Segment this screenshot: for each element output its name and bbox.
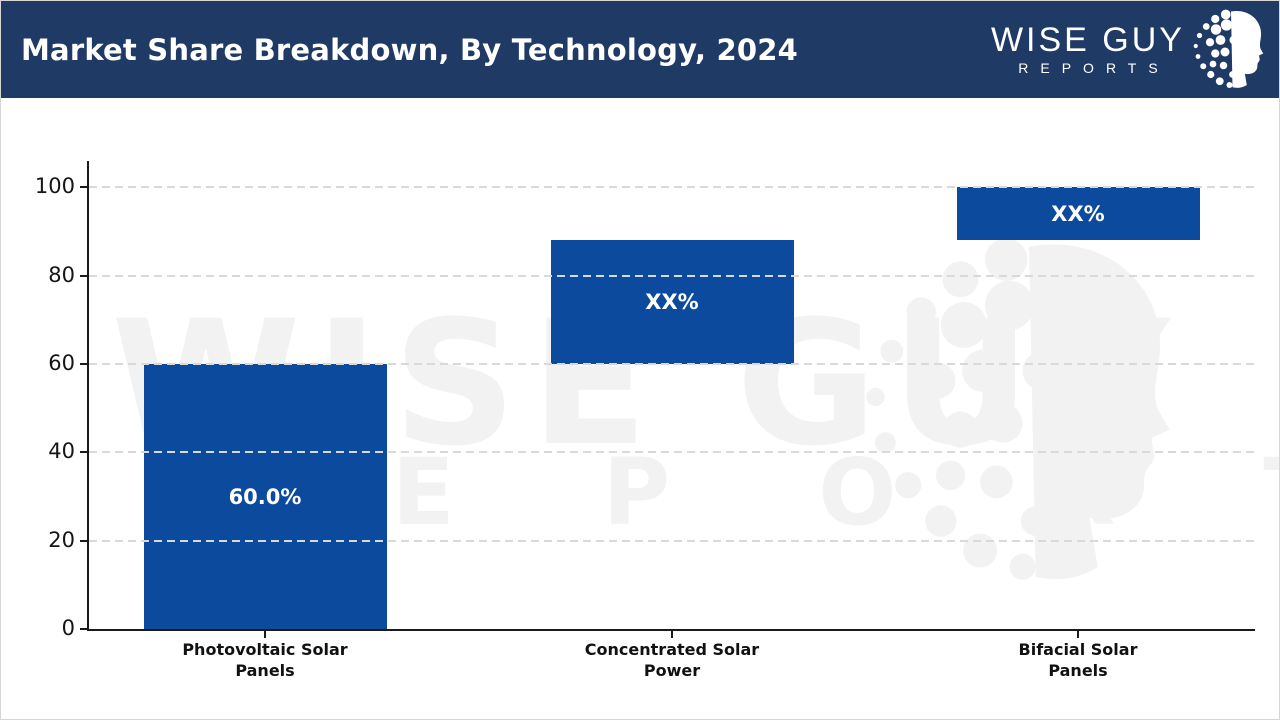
y-tick-label-100: 100 [34,174,75,199]
bar-1: 60.0% [143,364,387,629]
bar-2: XX% [550,240,794,365]
y-axis-line [87,161,89,631]
logo-subtitle: REPORTS [1018,60,1170,76]
y-tick-0 [80,628,88,630]
gridline-y40 [89,451,1254,454]
x-tick-2 [671,630,673,638]
bar-3: XX% [956,187,1200,241]
y-tick-20 [80,539,88,542]
bar-value-label-3: XX% [1051,201,1105,226]
logo-wordmark: WISE GUY [990,21,1185,59]
logo-text: WISE GUY REPORTS [991,21,1185,77]
gridline-y60 [89,363,1254,366]
y-tick-label-80: 80 [48,262,75,287]
x-tick-3 [1077,630,1079,638]
gridline-y100 [89,186,1254,189]
bar-value-label-1: 60.0% [228,484,302,509]
gridline-y80 [89,274,1254,277]
header-bar: Market Share Breakdown, By Technology, 2… [1,1,1279,98]
x-tick-1 [264,630,266,638]
category-label-2: Concentrated Solar Power [584,640,760,680]
bar-value-label-2: XX% [645,290,699,315]
page-title: Market Share Breakdown, By Technology, 2… [21,32,799,67]
y-tick-40 [80,451,88,454]
y-tick-label-20: 20 [48,527,75,552]
wise-guy-reports-logo: WISE GUY REPORTS [991,7,1267,91]
y-tick-label-0: 0 [61,616,75,640]
category-label-3: Bifacial Solar Panels [1018,640,1138,680]
y-tick-100 [80,186,88,189]
category-label-1: Photovoltaic Solar Panels [182,640,348,680]
y-tick-80 [80,274,88,277]
y-tick-label-40: 40 [48,439,75,464]
y-tick-60 [80,363,88,366]
y-tick-label-60: 60 [48,351,75,376]
gridline-y20 [89,539,1254,542]
